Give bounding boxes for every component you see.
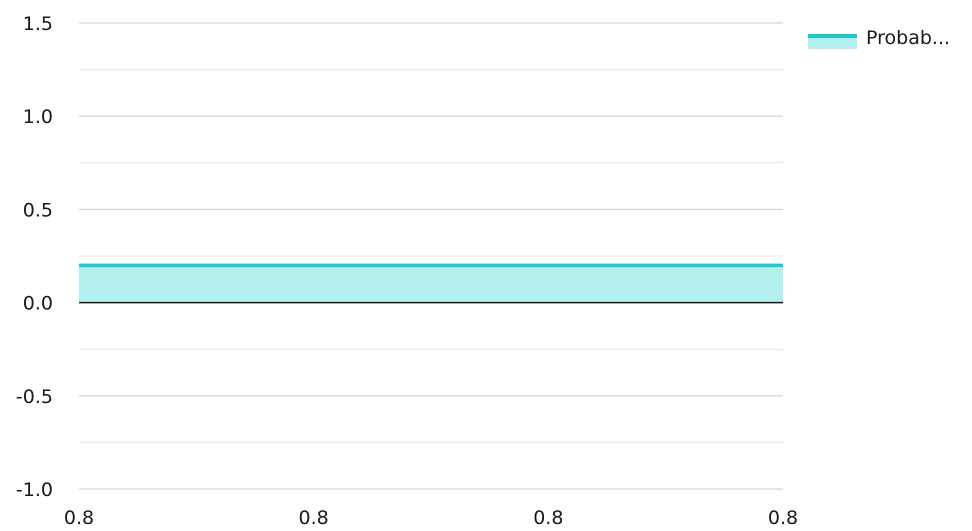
y-tick-label: 1.0 bbox=[23, 106, 53, 128]
y-tick-label: -1.0 bbox=[16, 479, 53, 501]
gridlines bbox=[79, 22, 783, 490]
legend-swatch-fill bbox=[808, 37, 857, 49]
x-tick-label: 0.8 bbox=[533, 507, 563, 529]
y-tick-label: 1.5 bbox=[23, 13, 53, 35]
x-tick-label: 0.8 bbox=[768, 507, 798, 529]
y-axis-ticks: 1.5 1.0 0.5 0.0 -0.5 -1.0 bbox=[16, 13, 53, 501]
y-tick-label: 0.0 bbox=[23, 293, 53, 315]
legend: Probab... bbox=[808, 27, 950, 49]
y-tick-label: 0.5 bbox=[23, 199, 53, 221]
x-axis-ticks: 0.8 0.8 0.8 0.8 bbox=[64, 507, 798, 529]
series-area bbox=[79, 263, 783, 303]
y-tick-label: -0.5 bbox=[16, 386, 53, 408]
legend-swatch-line bbox=[808, 34, 857, 38]
legend-label: Probab... bbox=[866, 27, 950, 49]
x-tick-label: 0.8 bbox=[299, 507, 329, 529]
series-area-fill bbox=[79, 265, 783, 303]
x-tick-label: 0.8 bbox=[64, 507, 94, 529]
